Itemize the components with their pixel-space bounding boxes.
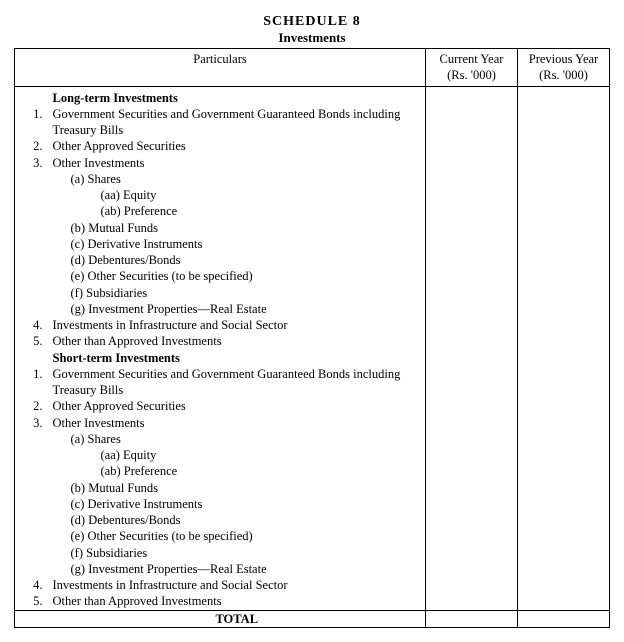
row-label: Other than Approved Investments — [49, 333, 426, 349]
row-label: Government Securities and Government Gua… — [49, 366, 426, 399]
table-row: 4. Investments in Infrastructure and Soc… — [15, 577, 610, 593]
row-number: 5. — [15, 593, 49, 610]
table-row: (e) Other Securities (to be specified) — [15, 528, 610, 544]
row-sublabel: (c) Derivative Instruments — [53, 496, 422, 512]
row-label: Investments in Infrastructure and Social… — [49, 317, 426, 333]
table-row: (aa) Equity — [15, 187, 610, 203]
row-sublabel: (a) Shares — [53, 431, 422, 447]
table-row: (b) Mutual Funds — [15, 480, 610, 496]
row-number: 4. — [15, 577, 49, 593]
row-label: Other Investments — [49, 415, 426, 431]
table-row: (g) Investment Properties—Real Estate — [15, 301, 610, 317]
table-row: 2. Other Approved Securities — [15, 398, 610, 414]
row-number: 1. — [15, 106, 49, 139]
table-row: (b) Mutual Funds — [15, 220, 610, 236]
table-row: (c) Derivative Instruments — [15, 236, 610, 252]
table-row: 3. Other Investments — [15, 415, 610, 431]
section-heading: Long-term Investments — [49, 86, 426, 106]
row-label: Other than Approved Investments — [49, 593, 426, 610]
row-subsublabel: (aa) Equity — [53, 187, 422, 203]
row-sublabel: (g) Investment Properties—Real Estate — [53, 561, 422, 577]
header-row: Particulars Current Year (Rs. '000) Prev… — [15, 49, 610, 87]
row-label: Government Securities and Government Gua… — [49, 106, 426, 139]
row-number: 3. — [15, 155, 49, 171]
table-row: (f) Subsidiaries — [15, 285, 610, 301]
row-number: 5. — [15, 333, 49, 349]
total-label: TOTAL — [49, 610, 426, 627]
row-sublabel: (f) Subsidiaries — [53, 285, 422, 301]
table-row: (e) Other Securities (to be specified) — [15, 268, 610, 284]
table-row: 2. Other Approved Securities — [15, 138, 610, 154]
section-short-term: Short-term Investments — [15, 350, 610, 366]
table-row: (a) Shares — [15, 431, 610, 447]
row-sublabel: (e) Other Securities (to be specified) — [53, 268, 422, 284]
header-previous-year: Previous Year (Rs. '000) — [518, 49, 610, 87]
schedule-number: SCHEDULE 8 — [14, 14, 610, 30]
row-sublabel: (d) Debentures/Bonds — [53, 252, 422, 268]
row-number: 2. — [15, 138, 49, 154]
section-heading: Short-term Investments — [49, 350, 426, 366]
row-sublabel: (b) Mutual Funds — [53, 220, 422, 236]
row-sublabel: (b) Mutual Funds — [53, 480, 422, 496]
row-label: Other Approved Securities — [49, 138, 426, 154]
header-particulars: Particulars — [15, 49, 426, 87]
row-subsublabel: (ab) Preference — [53, 463, 422, 479]
header-current-year: Current Year (Rs. '000) — [426, 49, 518, 87]
row-subsublabel: (ab) Preference — [53, 203, 422, 219]
row-subsublabel: (aa) Equity — [53, 447, 422, 463]
table-row: (f) Subsidiaries — [15, 545, 610, 561]
row-sublabel: (c) Derivative Instruments — [53, 236, 422, 252]
table-row: 5. Other than Approved Investments — [15, 333, 610, 349]
schedule-name: Investments — [14, 30, 610, 46]
row-number: 3. — [15, 415, 49, 431]
table-row: 1. Government Securities and Government … — [15, 366, 610, 399]
row-label: Other Investments — [49, 155, 426, 171]
row-sublabel: (e) Other Securities (to be specified) — [53, 528, 422, 544]
table-row: (c) Derivative Instruments — [15, 496, 610, 512]
table-row: (d) Debentures/Bonds — [15, 512, 610, 528]
table-row: (g) Investment Properties—Real Estate — [15, 561, 610, 577]
investments-table: Particulars Current Year (Rs. '000) Prev… — [14, 48, 610, 628]
table-row: 1. Government Securities and Government … — [15, 106, 610, 139]
table-row: 3. Other Investments — [15, 155, 610, 171]
table-row: 5. Other than Approved Investments — [15, 593, 610, 610]
row-sublabel: (g) Investment Properties—Real Estate — [53, 301, 422, 317]
table-row: (a) Shares — [15, 171, 610, 187]
row-sublabel: (d) Debentures/Bonds — [53, 512, 422, 528]
row-sublabel: (f) Subsidiaries — [53, 545, 422, 561]
row-label: Investments in Infrastructure and Social… — [49, 577, 426, 593]
row-sublabel: (a) Shares — [53, 171, 422, 187]
row-label: Other Approved Securities — [49, 398, 426, 414]
row-number: 1. — [15, 366, 49, 399]
table-row: (ab) Preference — [15, 463, 610, 479]
row-number: 4. — [15, 317, 49, 333]
total-row: TOTAL — [15, 610, 610, 627]
table-row: 4. Investments in Infrastructure and Soc… — [15, 317, 610, 333]
table-row: (ab) Preference — [15, 203, 610, 219]
row-number: 2. — [15, 398, 49, 414]
table-row: (d) Debentures/Bonds — [15, 252, 610, 268]
table-row: (aa) Equity — [15, 447, 610, 463]
section-long-term: Long-term Investments — [15, 86, 610, 106]
